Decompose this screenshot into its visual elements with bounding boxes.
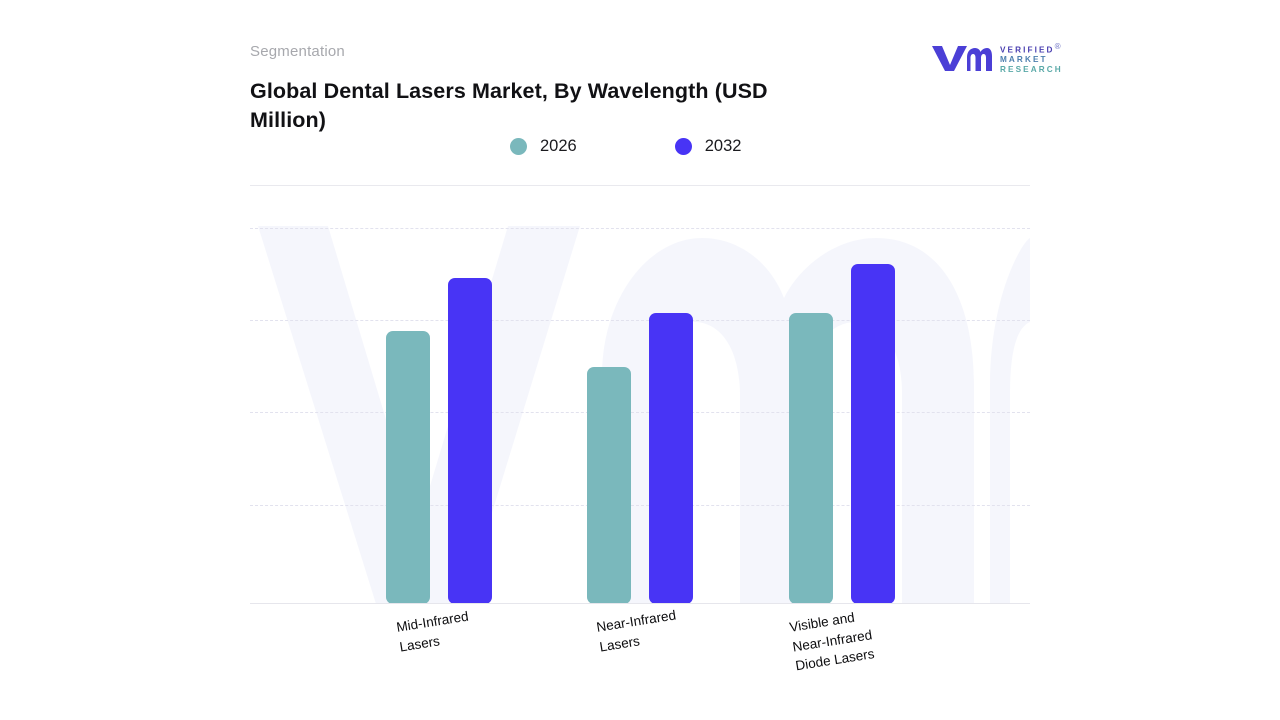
legend-swatch-icon [674, 138, 692, 155]
header-divider [250, 185, 1030, 186]
bar-2032-mid-infrared-lasers[interactable] [448, 278, 492, 604]
legend-swatch-icon [510, 138, 527, 155]
gridline [250, 228, 1030, 229]
registered-mark-icon: ® [1054, 42, 1063, 51]
bar-2026-mid-infrared-lasers[interactable] [386, 331, 430, 604]
logo-line-3: RESEARCH [1000, 65, 1063, 75]
chart-header: Segmentation Global Dental Lasers Market… [250, 44, 1040, 164]
brand-logo: VERIFIED® MARKET RESEARCH [930, 42, 1063, 75]
legend-label: 2032 [704, 137, 742, 155]
x-axis-label-mid-infrared-lasers: Mid-Infrared Lasers [395, 608, 470, 655]
page-title: Global Dental Lasers Market, By Waveleng… [250, 79, 768, 133]
chart-legend: 2026 2032 [510, 137, 741, 156]
plot-area [250, 226, 1030, 604]
logo-line-1: VERIFIED® [1000, 42, 1063, 55]
axis-baseline [250, 603, 1030, 604]
eyebrow-label: Segmentation [250, 43, 345, 60]
bar-2026-near-infrared-lasers[interactable] [587, 367, 631, 604]
legend-label: 2026 [540, 137, 577, 155]
bar-2032-near-infrared-lasers[interactable] [649, 313, 693, 604]
bar-2032-visible-and-near-infrared-diode-lasers[interactable] [851, 264, 895, 604]
x-axis-label-near-infrared-lasers: Near-Infrared Lasers [595, 607, 677, 655]
x-axis-labels: Mid-Infrared Lasers Near-Infrared Lasers… [250, 604, 1030, 714]
logo-line-2: MARKET [1000, 55, 1048, 65]
legend-item-2032[interactable]: 2032 [674, 137, 742, 156]
brand-logo-text: VERIFIED® MARKET RESEARCH [1000, 42, 1063, 75]
legend-item-2026[interactable]: 2026 [510, 137, 577, 156]
vmr-logo-mark-icon [932, 46, 992, 72]
bar-2026-visible-and-near-infrared-diode-lasers[interactable] [789, 313, 833, 604]
bar-group-container [250, 226, 1030, 604]
gridline [250, 412, 1030, 413]
gridline [250, 320, 1030, 321]
x-axis-label-visible-and-near-infrared-diode-lasers: Visible and Near-Infrared Diode Lasers [788, 609, 876, 674]
gridline [250, 505, 1030, 506]
